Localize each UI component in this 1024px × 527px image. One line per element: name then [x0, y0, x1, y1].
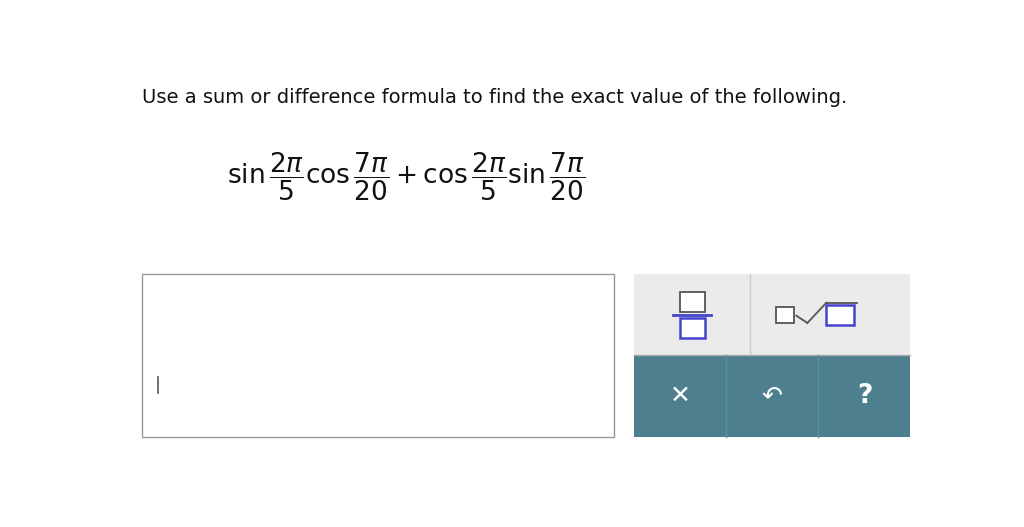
Bar: [142, 274, 614, 436]
Bar: [634, 355, 910, 436]
Text: $\sin\dfrac{2\pi}{5}\cos\dfrac{7\pi}{20}+\cos\dfrac{2\pi}{5}\sin\dfrac{7\pi}{20}: $\sin\dfrac{2\pi}{5}\cos\dfrac{7\pi}{20}…: [227, 151, 586, 203]
Bar: [680, 292, 705, 311]
Bar: [680, 318, 705, 338]
Text: ↶: ↶: [762, 384, 783, 408]
Bar: [826, 305, 854, 325]
Bar: [776, 307, 794, 323]
Bar: [634, 274, 910, 355]
Text: ✕: ✕: [670, 384, 691, 408]
Text: ?: ?: [857, 383, 872, 409]
Text: Use a sum or difference formula to find the exact value of the following.: Use a sum or difference formula to find …: [142, 87, 848, 106]
